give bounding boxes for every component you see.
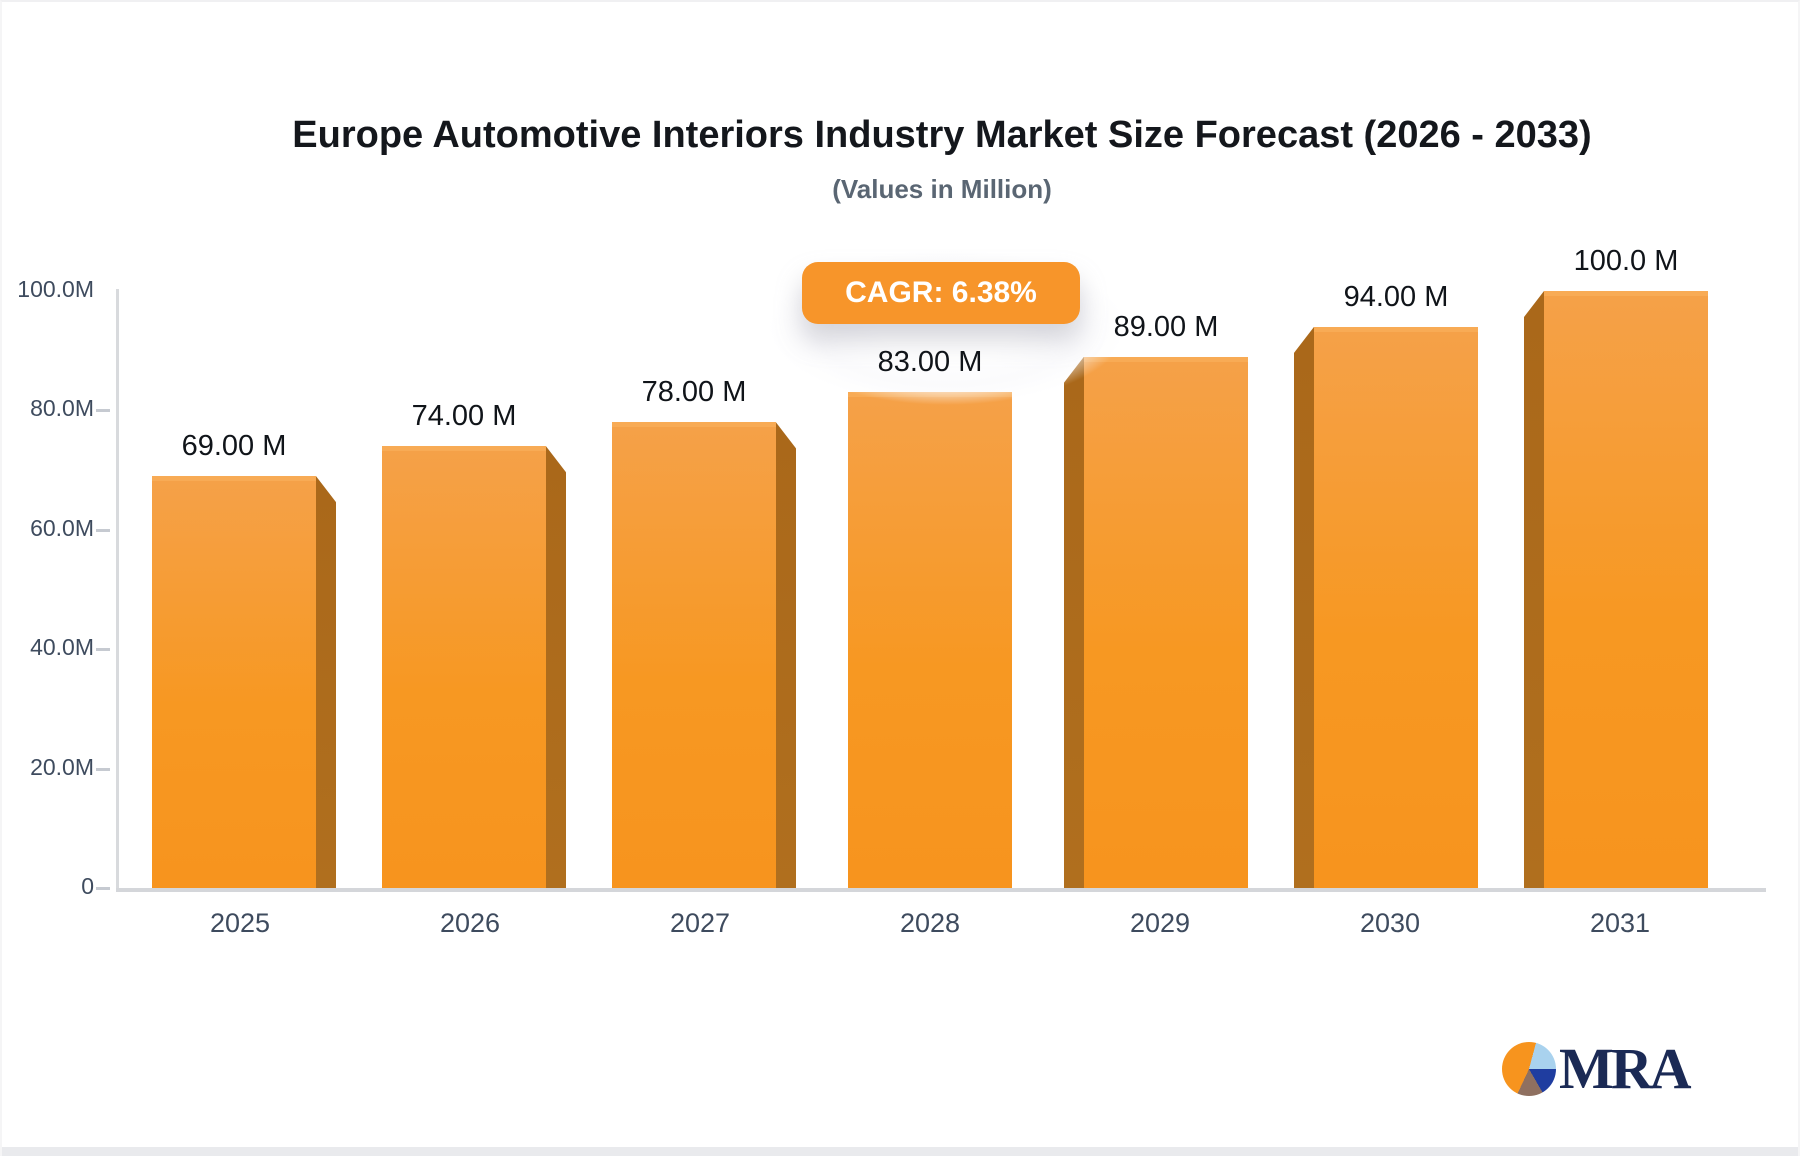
bar-side-face: [1294, 326, 1314, 888]
bar-value-label: 74.00 M: [411, 400, 517, 433]
y-axis-line: [116, 289, 119, 890]
y-axis-label: 80.0M: [30, 395, 94, 422]
y-axis-tick: [96, 887, 110, 890]
bar-side-face: [1064, 356, 1084, 888]
y-axis-tick: [96, 528, 110, 532]
bar-value-label: 83.00 M: [877, 346, 983, 379]
bar-side-face: [1524, 291, 1544, 888]
x-axis-label: 2031: [1589, 908, 1651, 938]
bar-side-face: [316, 476, 336, 888]
x-axis-label: 2029: [1129, 908, 1191, 938]
bar: [382, 446, 546, 888]
bar: [1544, 291, 1708, 888]
bar-value-label: 100.0 M: [1573, 245, 1679, 277]
bar: [1314, 326, 1478, 888]
brand-logo: MRA: [1502, 1036, 1712, 1102]
pie-chart-logo-icon: [1502, 1042, 1556, 1096]
bar-value-label: 89.00 M: [1113, 310, 1219, 343]
bar-value-label: 94.00 M: [1343, 280, 1449, 313]
bar-side-face: [546, 446, 566, 888]
bar-value-label: 69.00 M: [181, 430, 287, 463]
brand-logo-text: MRA: [1559, 1036, 1692, 1101]
y-axis-tick: [96, 409, 110, 413]
x-axis-label: 2028: [899, 908, 961, 938]
x-axis-label: 2026: [439, 908, 501, 938]
x-axis-line: [116, 888, 1766, 892]
chart-title: Europe Automotive Interiors Industry Mar…: [292, 114, 1592, 156]
x-axis-label: 2030: [1359, 908, 1421, 938]
chart-subtitle: (Values in Million): [832, 174, 1052, 204]
bottom-edge-strip: [2, 1147, 1798, 1156]
y-axis-label: 20.0M: [30, 753, 94, 780]
y-axis-tick: [96, 767, 110, 771]
x-axis-label: 2025: [209, 908, 271, 938]
y-axis-tick: [96, 648, 110, 652]
cagr-badge: CAGR: 6.38%: [802, 262, 1080, 324]
bar-side-face: [776, 422, 796, 888]
bar: [612, 422, 776, 888]
bar: [152, 476, 316, 888]
y-axis-label: 40.0M: [30, 634, 94, 661]
y-axis-label: 0: [81, 873, 94, 899]
badge-glow: [717, 227, 1177, 427]
y-axis-label: 60.0M: [30, 514, 94, 541]
x-axis-label: 2027: [669, 908, 731, 938]
bar: [1084, 356, 1248, 888]
bar-value-label: 78.00 M: [641, 376, 747, 409]
bar: [848, 392, 1012, 888]
y-axis-label: 100.0M: [17, 276, 94, 302]
